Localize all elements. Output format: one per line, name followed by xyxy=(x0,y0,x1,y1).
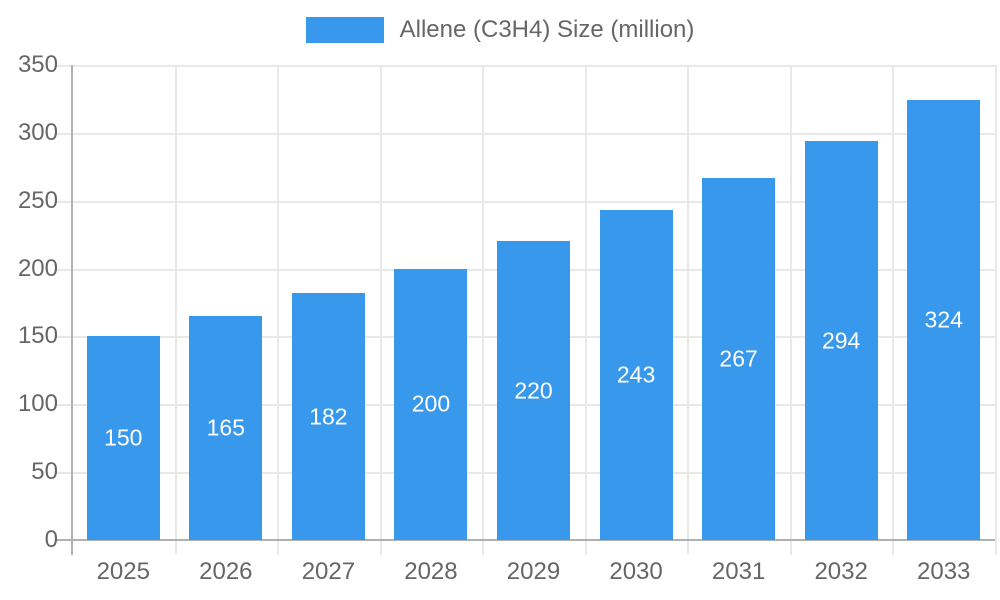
y-gridline xyxy=(57,200,995,203)
bar-2031[interactable]: 267 xyxy=(702,177,776,540)
x-gridline xyxy=(584,65,587,555)
legend-label: Allene (C3H4) Size (million) xyxy=(399,16,695,43)
bar-value-label: 324 xyxy=(924,306,963,333)
bar-value-label: 150 xyxy=(104,424,143,451)
bar-value-label: 200 xyxy=(411,390,451,417)
y-axis-labels: 0 50 100 150 200 250 300 350 xyxy=(0,51,58,553)
plot-area: 150 165 182 200 220 243 267 294 324 xyxy=(57,65,997,555)
x-tick-label: 2033 xyxy=(917,558,971,585)
y-tick-label: 0 xyxy=(44,526,58,553)
x-tick-label: 2031 xyxy=(711,558,766,585)
bar-2027[interactable]: 182 xyxy=(291,293,365,540)
x-tick-label: 2030 xyxy=(609,558,663,585)
bar-2028[interactable]: 200 xyxy=(394,268,468,540)
y-gridline xyxy=(57,65,995,67)
x-gridline xyxy=(277,65,280,555)
x-gridline xyxy=(892,65,895,555)
x-gridline xyxy=(174,65,177,555)
y-tick-label: 300 xyxy=(17,118,58,146)
x-axis-line xyxy=(57,539,995,541)
y-tick-label: 350 xyxy=(17,51,58,78)
y-tick-label: 100 xyxy=(17,390,58,418)
bar-value-label: 267 xyxy=(719,345,758,372)
x-tick-label: 2025 xyxy=(96,558,150,585)
bar-value-label: 165 xyxy=(206,414,246,441)
x-gridline xyxy=(482,65,485,555)
x-tick-label: 2032 xyxy=(814,558,868,585)
bar-value-label: 182 xyxy=(309,403,348,429)
x-tick-label: 2026 xyxy=(199,558,253,585)
bar-2025[interactable]: 150 xyxy=(86,336,160,540)
x-gridline xyxy=(379,65,382,555)
bar-2026[interactable]: 165 xyxy=(189,316,263,540)
x-tick-label: 2027 xyxy=(301,558,356,585)
x-axis-labels: 2025 2026 2027 2028 2029 2030 2031 2032 2033 xyxy=(72,557,995,591)
bar-value-label: 220 xyxy=(514,377,553,404)
x-gridline xyxy=(687,65,690,555)
x-gridline xyxy=(789,65,792,555)
y-axis-line xyxy=(71,65,73,555)
bar-2033[interactable]: 324 xyxy=(907,100,981,540)
y-gridline xyxy=(57,132,995,135)
y-tick-label: 150 xyxy=(17,322,58,350)
x-tick-label: 2028 xyxy=(404,558,458,585)
y-tick-label: 200 xyxy=(17,254,58,282)
bar-2029[interactable]: 220 xyxy=(497,241,570,540)
bar-2032[interactable]: 294 xyxy=(804,141,878,540)
x-tick-label: 2029 xyxy=(506,558,561,585)
bar-value-label: 243 xyxy=(616,361,656,388)
bar-2030[interactable]: 243 xyxy=(599,210,673,540)
y-tick-label: 50 xyxy=(31,458,58,486)
bar-value-label: 294 xyxy=(821,327,861,353)
legend[interactable]: Allene (C3H4) Size (million) xyxy=(0,16,1000,44)
x-gridline xyxy=(995,65,997,555)
legend-swatch-icon xyxy=(305,17,384,43)
y-tick-label: 250 xyxy=(17,186,58,214)
